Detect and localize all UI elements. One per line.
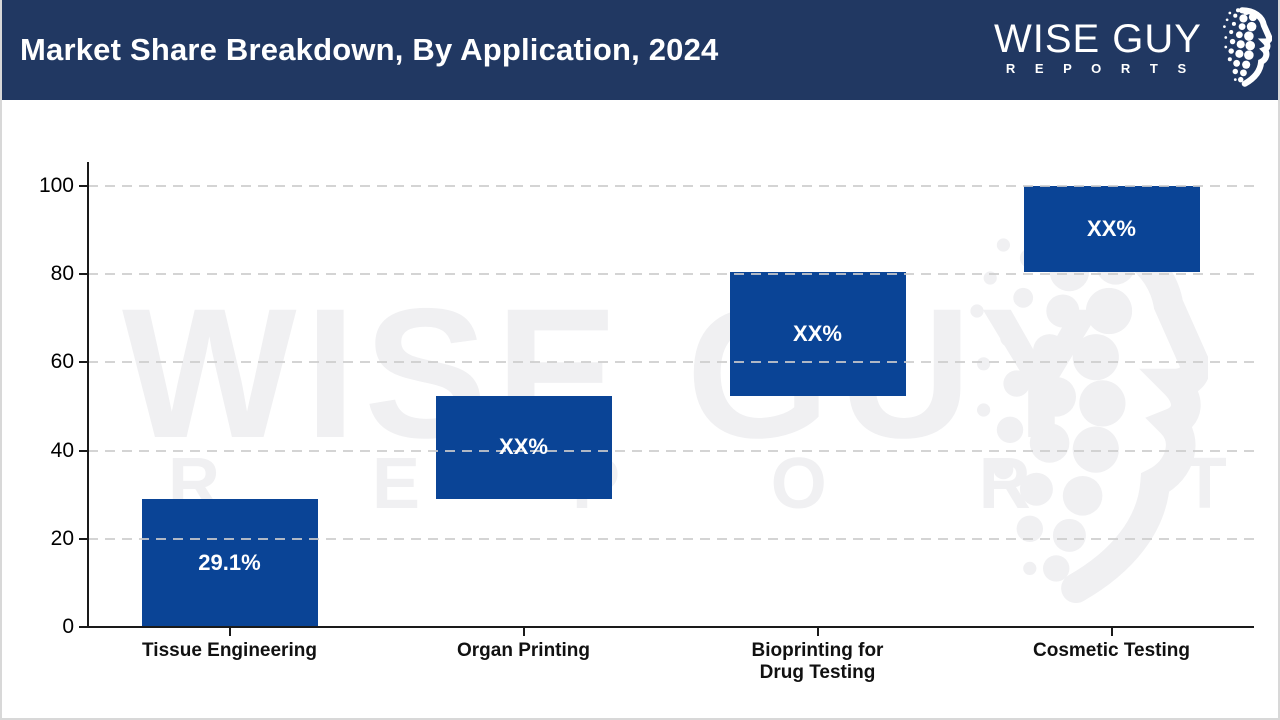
watermark-wordmark: WISE GUY <box>122 271 1112 477</box>
y-tick <box>79 185 88 187</box>
header: Market Share Breakdown, By Application, … <box>0 0 1280 100</box>
x-tick-label: Organ Printing <box>457 640 590 661</box>
x-tick <box>816 628 819 636</box>
y-tick <box>79 626 88 628</box>
bar <box>729 271 906 396</box>
gridline <box>88 361 1254 364</box>
logo-text: WISE GUY R E P O R T S <box>994 17 1202 77</box>
y-tick-label: 60 <box>50 350 74 374</box>
gridline <box>88 273 1254 276</box>
x-tick-label: Tissue Engineering <box>142 640 317 661</box>
y-tick <box>79 273 88 276</box>
x-tick <box>522 628 525 636</box>
page-title: Market Share Breakdown, By Application, … <box>20 32 719 67</box>
logo-head-icon <box>1204 6 1272 88</box>
brand-logo: WISE GUY R E P O R T S <box>994 6 1272 88</box>
y-tick <box>79 537 88 540</box>
x-axis-line <box>86 626 1254 628</box>
logo-subtext: R E P O R T S <box>1005 61 1195 76</box>
x-tick-label: Cosmetic Testing <box>1033 640 1190 661</box>
gridline <box>88 185 1254 187</box>
bar-value-label: XX% <box>793 320 842 346</box>
y-tick <box>79 449 88 452</box>
x-tick-label: Bioprinting for Drug Testing <box>751 640 884 683</box>
y-tick-label: 40 <box>50 438 74 462</box>
y-tick-label: 100 <box>38 174 74 197</box>
bar-value-label: XX% <box>1087 215 1136 241</box>
gridline <box>88 449 1254 452</box>
bar <box>1023 186 1200 272</box>
bar <box>141 498 318 627</box>
y-axis-line <box>87 162 89 628</box>
x-tick <box>228 628 231 636</box>
bar <box>435 395 612 499</box>
y-tick-label: 20 <box>50 526 74 550</box>
bar-value-label: 29.1% <box>198 549 261 575</box>
gridline <box>88 537 1254 540</box>
bar-value-label: XX% <box>499 434 548 460</box>
x-tick <box>1110 628 1113 636</box>
y-tick-label: 0 <box>62 615 74 638</box>
logo-wordmark: WISE GUY <box>993 17 1202 61</box>
y-tick <box>79 361 88 364</box>
y-tick-label: 80 <box>50 262 74 286</box>
